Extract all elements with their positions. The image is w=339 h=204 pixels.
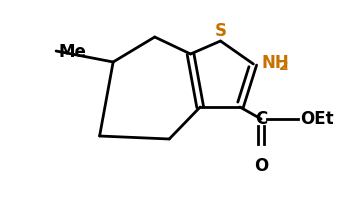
Text: S: S bbox=[215, 22, 226, 40]
Text: 2: 2 bbox=[279, 59, 288, 73]
Text: Me: Me bbox=[58, 43, 86, 61]
Text: NH: NH bbox=[261, 54, 289, 72]
Text: O: O bbox=[254, 156, 268, 174]
Text: OEt: OEt bbox=[300, 110, 334, 127]
Text: C: C bbox=[255, 110, 267, 127]
